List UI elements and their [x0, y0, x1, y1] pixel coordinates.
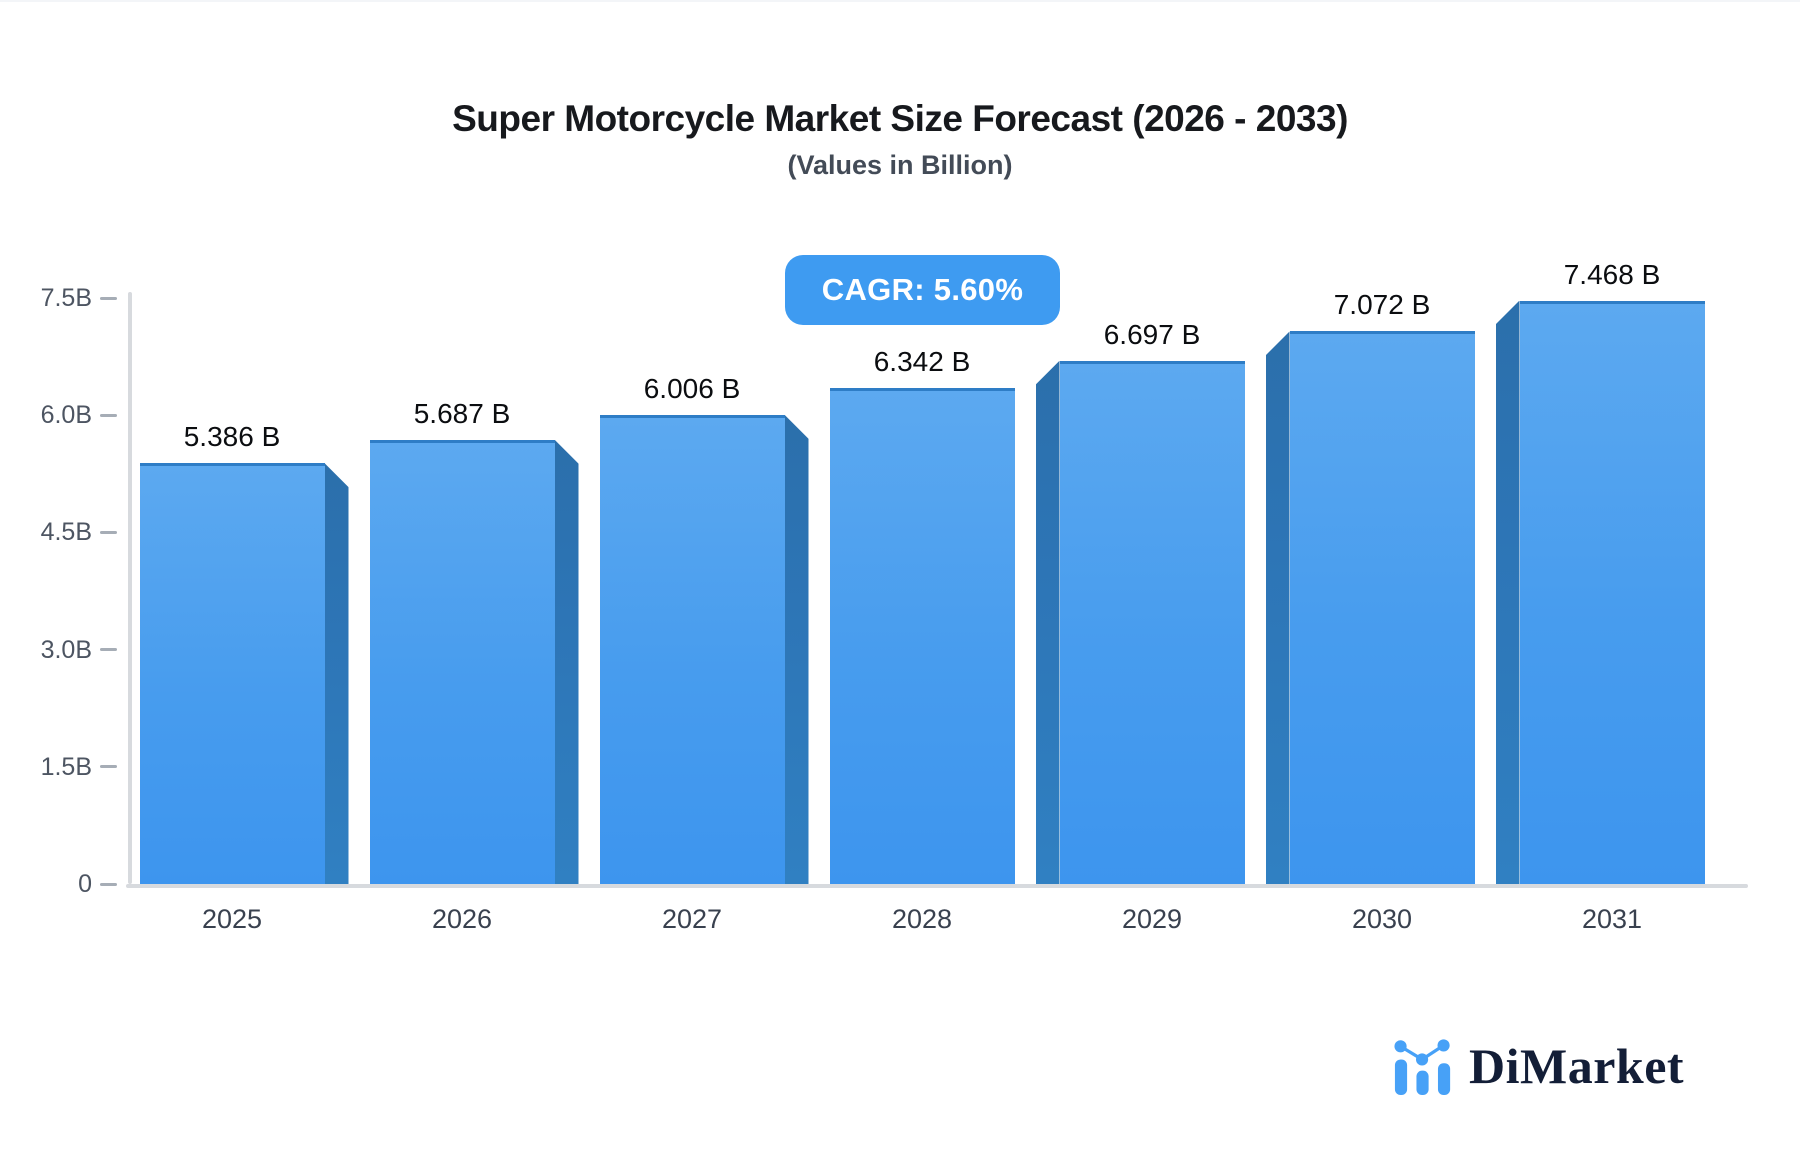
bar-value-label-2027: 6.006 B — [643, 372, 741, 404]
bar-side-face — [1495, 300, 1520, 884]
bar-2027: 6.006 B — [599, 373, 809, 884]
bar-face — [139, 463, 325, 884]
chart-subtitle: (Values in Billion) — [787, 150, 1013, 180]
bar-side-face — [1265, 331, 1290, 884]
bar-2028: 6.342 B — [829, 346, 1015, 884]
bar-value-label-2031: 7.468 B — [1563, 258, 1661, 290]
y-tick-label-1.5B: 1.5B — [40, 752, 92, 781]
bar-value-label-2029: 6.697 B — [1103, 318, 1201, 350]
y-tick-mark — [100, 530, 117, 534]
cagr-badge: CAGR: 5.60% — [785, 255, 1060, 325]
y-tick-label-4.5B: 4.5B — [40, 518, 92, 547]
bar-face — [1519, 300, 1705, 884]
dimarket-logo: DiMarket — [1393, 1037, 1684, 1095]
y-axis-line — [128, 292, 132, 884]
y-tick-mark — [100, 648, 117, 652]
x-axis-label-2025: 2025 — [201, 904, 263, 934]
bar-2029: 6.697 B — [1035, 319, 1245, 884]
x-axis-label-2029: 2029 — [1121, 904, 1183, 934]
y-tick-mark — [100, 882, 117, 886]
bar-side-face — [784, 414, 809, 884]
y-tick-label-0: 0 — [78, 870, 92, 898]
y-tick-label-7.5B: 7.5B — [40, 284, 92, 312]
cagr-badge-label: CAGR: 5.60% — [821, 272, 1024, 307]
x-axis-label-2026: 2026 — [431, 904, 493, 934]
bar-value-label-2025: 5.386 B — [183, 421, 281, 453]
bar-side-face — [554, 439, 579, 884]
bar-value-label-2028: 6.342 B — [873, 346, 971, 378]
bar-face — [1059, 360, 1245, 884]
y-tick-label-3.0B: 3.0B — [40, 635, 92, 664]
dimarket-logo-text: DiMarket — [1469, 1038, 1685, 1094]
bar-face — [369, 439, 555, 884]
y-tick-mark — [100, 296, 117, 300]
bar-value-label-2030: 7.072 B — [1333, 289, 1431, 321]
bar-line-chart-icon — [1394, 1039, 1451, 1095]
bar-value-label-2026: 5.687 B — [413, 397, 511, 429]
bar-2025: 5.386 B — [139, 421, 349, 884]
bar-face — [829, 388, 1015, 884]
bar-2026: 5.687 B — [369, 398, 579, 884]
x-axis-label-2028: 2028 — [891, 904, 953, 934]
bar-side-face — [324, 463, 349, 884]
x-axis-line — [126, 884, 1748, 888]
bar-face — [599, 414, 785, 884]
bar-2031: 7.468 B — [1495, 259, 1705, 884]
y-tick-mark — [100, 765, 117, 769]
x-axis-label-2030: 2030 — [1351, 904, 1413, 934]
x-axis-label-2031: 2031 — [1581, 904, 1643, 934]
y-tick-mark — [100, 413, 117, 417]
bar-face — [1289, 331, 1475, 884]
chart-title: Super Motorcycle Market Size Forecast (2… — [452, 98, 1348, 139]
x-axis-label-2027: 2027 — [661, 904, 723, 934]
bar-2030: 7.072 B — [1265, 289, 1475, 884]
bar-side-face — [1035, 360, 1060, 884]
y-tick-label-6.0B: 6.0B — [40, 401, 92, 430]
